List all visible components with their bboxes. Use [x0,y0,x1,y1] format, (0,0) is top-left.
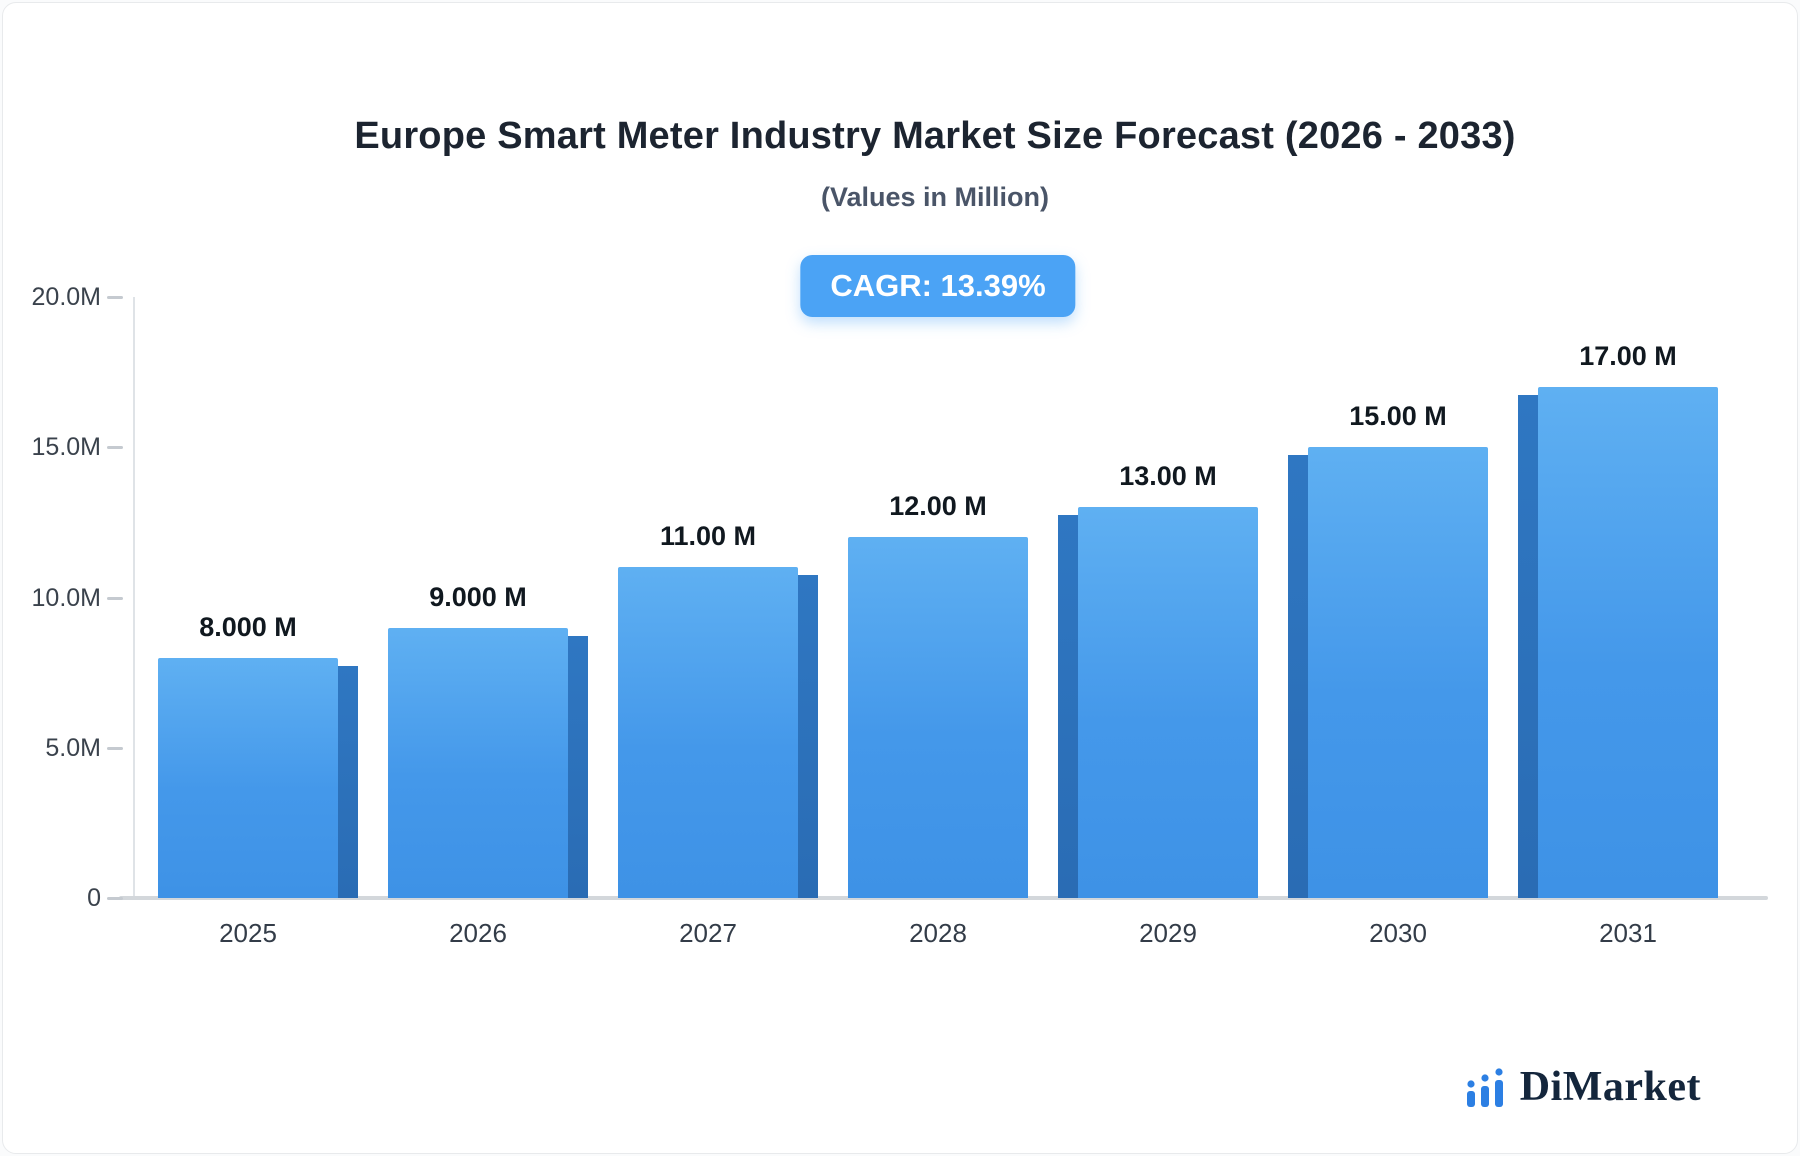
chart-header: Europe Smart Meter Industry Market Size … [3,3,1797,213]
y-axis-tick-mark [107,446,123,450]
bar-side-face [338,665,358,898]
x-axis-label: 2031 [1599,918,1657,948]
plot-area: 0 5.0M 10.0M 15.0M 20.0M 8.000 M 2025 9.000 M 20… [3,3,1797,1153]
y-axis-tick-mark [107,746,123,750]
bar [618,567,798,898]
bar-value-label: 17.00 M [1579,341,1677,372]
bar-value-label: 9.000 M [429,581,527,612]
bar [848,537,1028,898]
bar-value-label: 8.000 M [199,611,297,642]
bar [1538,387,1718,898]
bar-value-label: 11.00 M [659,521,757,552]
x-axis-label: 2026 [449,918,507,948]
y-axis-tick-label: 10.0M [31,583,101,612]
bar-side-face [1288,455,1308,898]
y-axis-line [133,297,135,898]
bar-chart-logo-icon [1462,1064,1508,1110]
x-axis-label: 2027 [679,918,737,948]
bar-side-face [798,575,818,898]
y-axis-tick-mark [107,296,123,299]
bar [388,627,568,898]
logo-text: DiMarket [1519,1064,1701,1110]
y-axis-tick-mark [107,897,123,900]
bar-value-label: 15.00 M [1349,401,1447,432]
bar-value-label: 13.00 M [1119,461,1217,492]
chart-title: Europe Smart Meter Industry Market Size … [354,115,1516,157]
y-axis-tick-label: 0 [87,884,101,912]
x-axis-label: 2030 [1369,918,1427,948]
x-axis-label: 2028 [909,918,967,948]
x-axis-label: 2025 [219,918,277,948]
bar [158,657,338,898]
cagr-badge: CAGR: 13.39% [800,255,1076,317]
bar [1308,447,1488,898]
bar-side-face [1518,395,1538,898]
bar-side-face [1058,515,1078,898]
bar-side-face [568,635,588,898]
x-axis-label: 2029 [1139,918,1197,948]
y-axis-tick-label: 5.0M [45,733,101,762]
y-axis-tick-label: 15.0M [31,433,101,462]
bar-value-label: 12.00 M [889,491,987,522]
chart-subtitle: (Values in Million) [820,182,1050,212]
bar [1078,507,1258,898]
x-axis-baseline [119,896,1768,900]
y-axis-tick-mark [107,596,123,600]
y-axis-tick-label: 20.0M [31,283,101,311]
dimarket-logo: DiMarket [1462,1063,1701,1111]
